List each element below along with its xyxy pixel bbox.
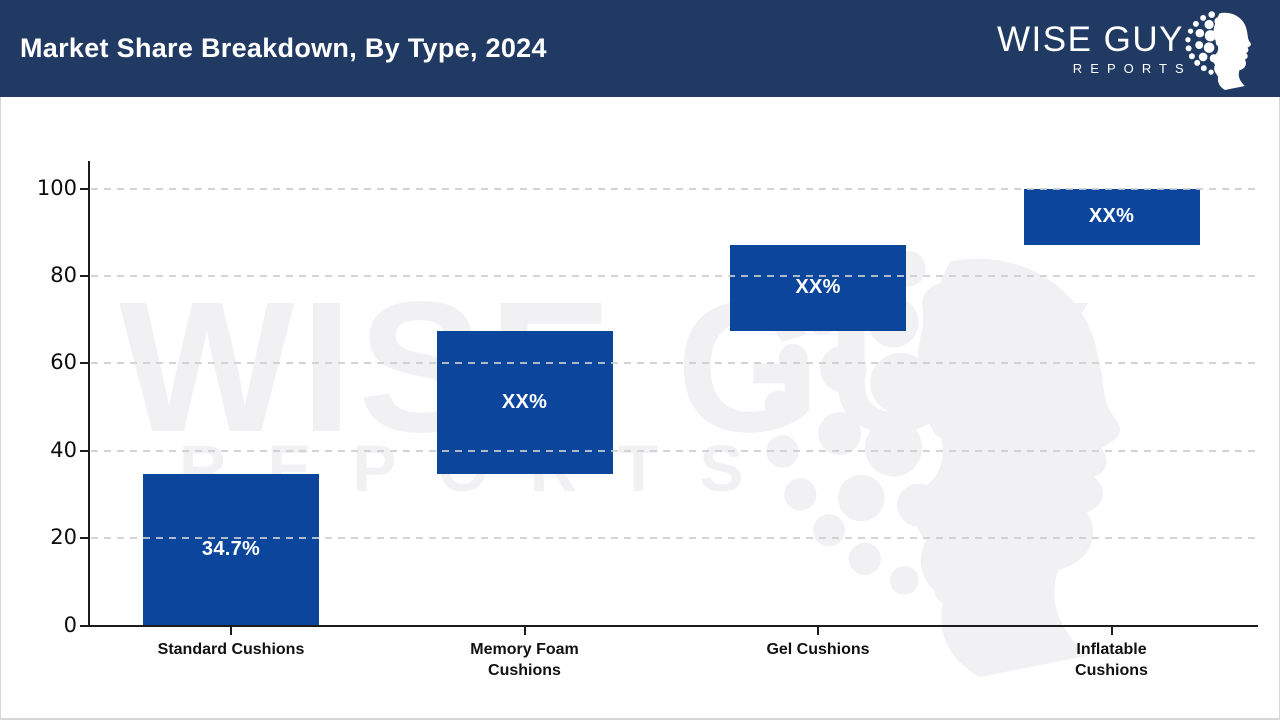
x-tick-0 (230, 627, 232, 635)
y-axis-line (88, 161, 90, 627)
brand-name: WISE GUY (996, 20, 1184, 59)
x-tick-1 (523, 627, 526, 635)
x-category-label: Inflatable Cushions (1075, 641, 1148, 679)
y-tick-40 (80, 449, 88, 452)
dotted-head-logo-icon (1180, 8, 1262, 90)
y-tick-60 (80, 362, 88, 365)
y-tick-label-0: 0 (63, 612, 77, 637)
bar-segment[interactable]: XX% (730, 245, 906, 331)
brand-subtitle: REPORTS (1072, 61, 1192, 76)
x-category-label: Standard Cushions (157, 641, 305, 658)
header-bar: Market Share Breakdown, By Type, 2024 WI… (0, 0, 1280, 97)
y-tick-label-80: 80 (50, 262, 77, 287)
x-tick-3 (1110, 627, 1113, 635)
gridline-40 (91, 449, 1258, 452)
bar-value-label: XX% (795, 276, 841, 299)
gridline-60 (91, 362, 1258, 365)
x-tick-2 (817, 627, 819, 635)
y-tick-label-20: 20 (50, 525, 77, 550)
y-tick-0 (80, 624, 88, 627)
y-tick-100 (80, 187, 88, 190)
bar-value-label: 34.7% (201, 538, 261, 561)
y-tick-label-40: 40 (50, 437, 77, 462)
x-category-label: Gel Cushions (766, 641, 870, 658)
y-tick-label-60: 60 (50, 350, 77, 375)
gridline-100 (91, 187, 1258, 190)
bar-value-label: XX% (1088, 205, 1135, 228)
gridline-80 (91, 274, 1258, 277)
brand-logo-text: WISE GUY REPORTS (997, 22, 1184, 75)
y-tick-label-100: 100 (36, 175, 77, 200)
x-category-label: Memory Foam Cushions (470, 641, 579, 679)
y-tick-80 (80, 274, 88, 277)
bar-segment[interactable]: XX% (436, 330, 613, 474)
bar-segment[interactable]: 34.7% (143, 473, 319, 626)
gridline-20 (91, 537, 1258, 540)
y-tick-20 (80, 537, 88, 540)
chart-area: WISE GUY REPORTS 02040608010034.7%XX%XX%… (0, 97, 1280, 720)
x-axis-line (88, 625, 1258, 627)
brand-logo: WISE GUY REPORTS (997, 8, 1262, 90)
page-title: Market Share Breakdown, By Type, 2024 (20, 33, 547, 63)
bar-segment[interactable]: XX% (1023, 188, 1200, 246)
bar-value-label: XX% (501, 390, 548, 413)
